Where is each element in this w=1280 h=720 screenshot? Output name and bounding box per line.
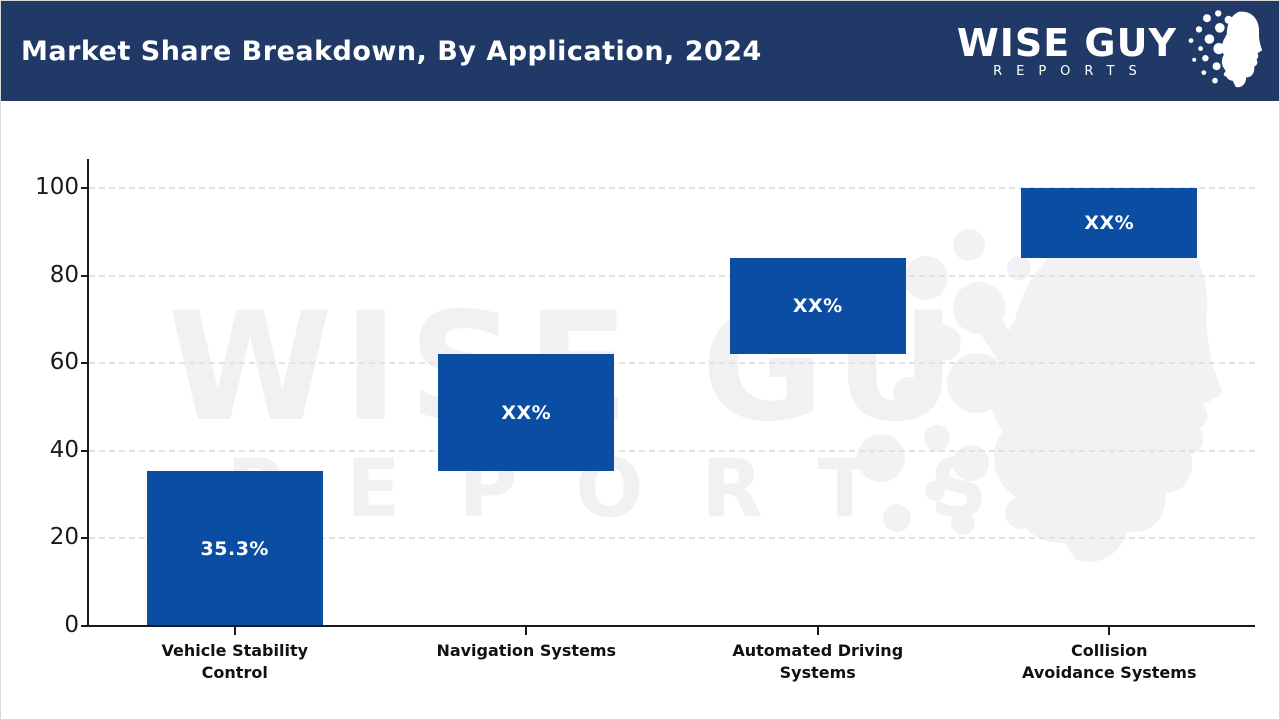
- y-gridline: [89, 187, 1255, 189]
- y-gridline: [89, 362, 1255, 365]
- y-tick-mark: [81, 537, 89, 540]
- x-tick-mark: [1108, 627, 1111, 635]
- logo-text: WISE GUY REPORTS: [957, 24, 1177, 78]
- watermark-wiseguy-text: WISE GUY: [167, 281, 1085, 455]
- x-category-label: Navigation Systems: [436, 641, 617, 660]
- bar-value-label: XX%: [792, 295, 843, 318]
- bar-segment: XX%: [438, 354, 615, 472]
- y-tick-label: 20: [49, 524, 79, 551]
- y-tick-label: 0: [64, 612, 79, 638]
- x-tick-mark: [525, 627, 528, 635]
- logo-head-icon: [1188, 10, 1263, 88]
- y-tick-mark: [81, 449, 89, 452]
- x-tick-mark: [816, 627, 819, 635]
- x-category-label: Collision Avoidance Systems: [1022, 641, 1197, 682]
- y-tick-label: 100: [35, 174, 79, 200]
- bar-value-label: XX%: [1084, 212, 1135, 235]
- y-tick-label: 60: [49, 349, 79, 376]
- y-tick-mark: [81, 362, 89, 365]
- header-band: Market Share Breakdown, By Application, …: [1, 1, 1279, 101]
- y-gridline: [89, 537, 1255, 540]
- logo-name: WISE GUY: [956, 21, 1177, 65]
- wise-guy-logo: WISE GUY REPORTS: [957, 7, 1267, 95]
- x-category-label: Vehicle Stability Control: [161, 641, 309, 682]
- watermark-head-icon: [857, 222, 1223, 562]
- y-gridline: [89, 449, 1255, 452]
- x-tick-mark: [233, 627, 236, 635]
- logo-subtitle: REPORTS: [993, 64, 1151, 79]
- y-tick-mark: [81, 187, 89, 189]
- y-tick-mark: [81, 625, 89, 627]
- x-category-label: Automated Driving Systems: [732, 641, 904, 682]
- bar-segment: XX%: [1021, 188, 1198, 259]
- y-tick-label: 80: [49, 261, 79, 288]
- bar-value-label: XX%: [501, 401, 552, 424]
- x-axis-line: [87, 625, 1255, 627]
- bar-value-label: 35.3%: [200, 537, 269, 560]
- bar-segment: XX%: [729, 258, 906, 355]
- y-tick-mark: [81, 274, 89, 277]
- bar-segment: 35.3%: [146, 471, 323, 626]
- page-title: Market Share Breakdown, By Application, …: [21, 35, 762, 67]
- y-gridline: [89, 274, 1255, 277]
- y-tick-label: 40: [49, 436, 79, 463]
- y-axis-line: [87, 159, 89, 627]
